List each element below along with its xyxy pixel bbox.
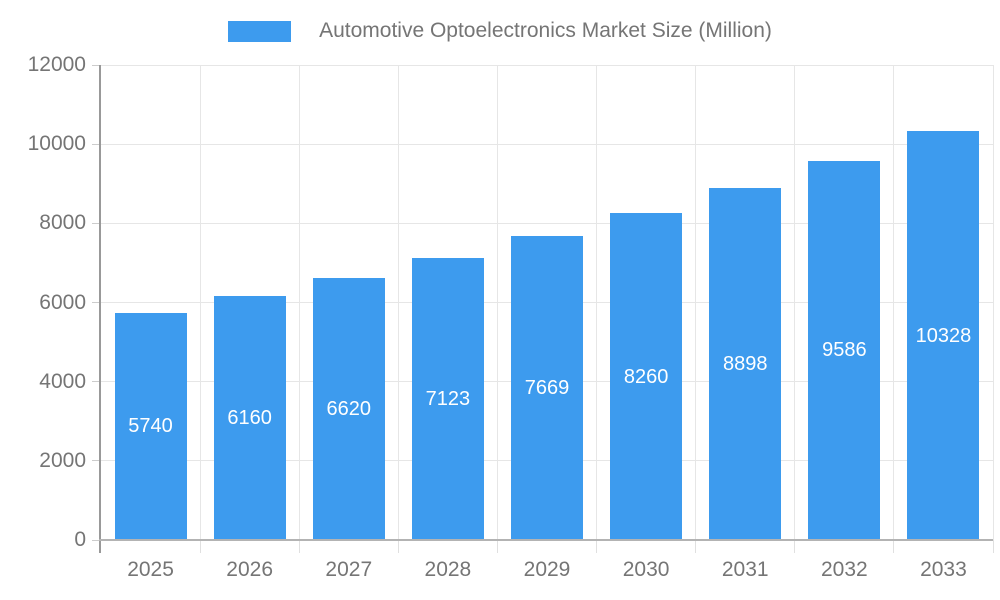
bar[interactable]: 7123 — [411, 258, 484, 540]
y-gridline — [101, 143, 993, 145]
x-tick — [794, 540, 796, 553]
y-axis-label: 2000 — [39, 448, 86, 472]
x-axis-label: 2030 — [622, 558, 670, 581]
x-axis-label: 2026 — [226, 558, 274, 581]
y-tick — [92, 222, 101, 224]
y-gridline — [101, 64, 993, 66]
x-tick — [496, 540, 498, 553]
y-axis-label: 0 — [74, 528, 86, 551]
y-axis-label: 10000 — [27, 132, 86, 156]
x-gridline — [397, 65, 399, 540]
bar[interactable]: 9586 — [808, 160, 881, 540]
y-tick — [92, 460, 101, 462]
bar[interactable]: 7669 — [511, 236, 583, 540]
bar-value-label: 9586 — [822, 339, 867, 362]
x-tick — [397, 540, 399, 553]
x-axis-label: 2025 — [127, 558, 174, 581]
x-gridline — [794, 65, 796, 540]
bar-value-label: 6620 — [326, 397, 372, 420]
x-axis-label: 2028 — [424, 558, 472, 581]
bar[interactable]: 8260 — [610, 213, 683, 540]
bar[interactable]: 6620 — [312, 277, 385, 540]
y-axis-label: 12000 — [27, 53, 86, 76]
x-axis-label: 2032 — [820, 558, 868, 581]
legend-label: Automotive Optoelectronics Market Size (… — [319, 19, 772, 42]
x-axis-line — [99, 539, 993, 541]
y-tick — [92, 143, 101, 145]
bar-value-label: 10328 — [915, 324, 972, 347]
y-axis-label: 8000 — [39, 211, 86, 235]
x-gridline — [496, 65, 498, 540]
bar[interactable]: 8898 — [709, 187, 782, 540]
x-tick — [893, 540, 895, 553]
x-axis-label: 2031 — [721, 558, 769, 581]
bar-value-label: 8260 — [623, 365, 669, 388]
y-gridline — [101, 222, 993, 224]
x-tick — [298, 540, 300, 553]
x-axis-label: 2029 — [523, 558, 571, 581]
x-axis-label: 2027 — [325, 558, 373, 581]
x-gridline — [596, 65, 598, 540]
x-tick — [199, 540, 201, 553]
bar[interactable]: 6160 — [213, 296, 286, 540]
bar-value-label: 7123 — [425, 388, 471, 411]
y-axis-line — [99, 65, 101, 553]
y-axis-label: 4000 — [39, 369, 86, 393]
y-tick — [92, 64, 101, 66]
y-tick — [92, 302, 101, 303]
bar[interactable]: 10328 — [907, 131, 980, 540]
x-gridline — [199, 65, 201, 540]
bar-value-label: 6160 — [227, 407, 272, 430]
legend[interactable]: Automotive Optoelectronics Market Size (… — [0, 17, 1000, 45]
y-axis-label: 6000 — [39, 290, 86, 314]
x-tick — [596, 540, 598, 553]
bar[interactable]: 5740 — [114, 312, 187, 540]
bar-value-label: 8898 — [722, 352, 768, 375]
bar-value-label: 5740 — [128, 415, 173, 438]
x-gridline — [893, 65, 895, 540]
x-tick — [695, 540, 697, 553]
x-gridline — [695, 65, 697, 540]
x-gridline — [298, 65, 300, 540]
x-tick — [992, 540, 994, 553]
legend-swatch — [228, 20, 292, 42]
x-gridline — [992, 65, 994, 540]
y-tick — [92, 539, 101, 541]
bar-value-label: 7669 — [524, 377, 570, 400]
x-axis-label: 2033 — [920, 558, 967, 581]
y-tick — [92, 381, 101, 383]
